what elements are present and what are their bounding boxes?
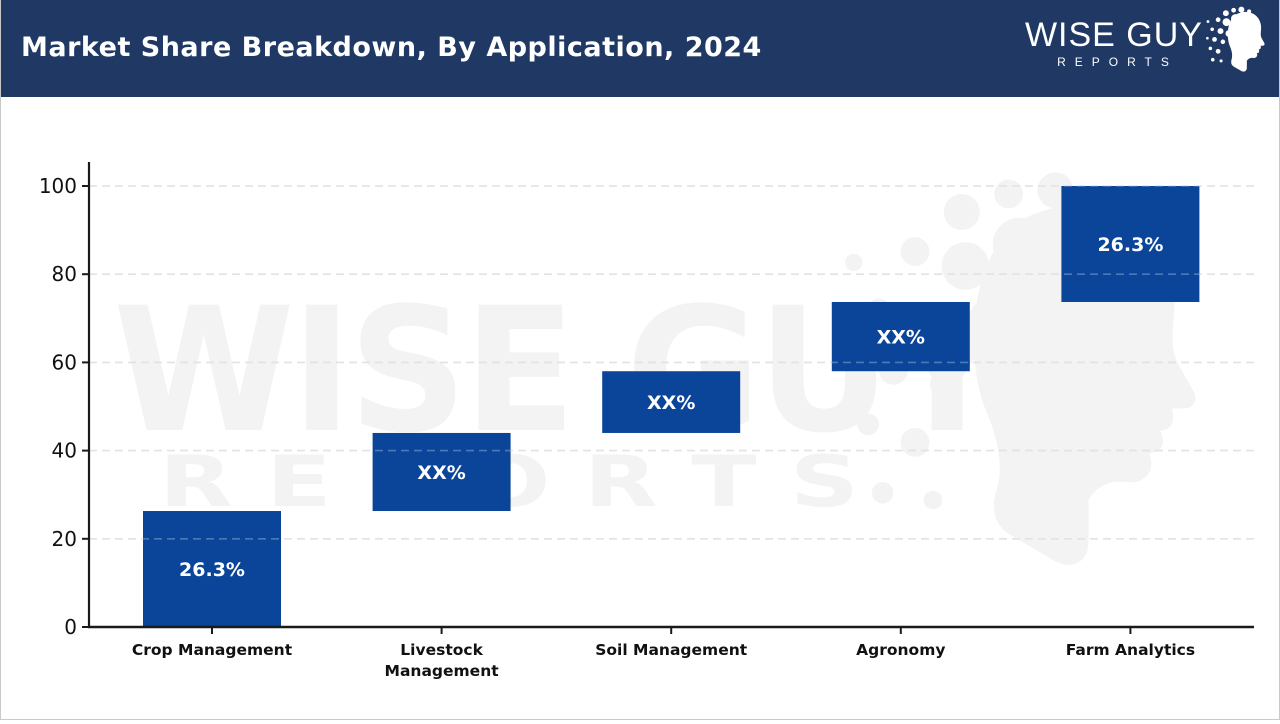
x-category-label-livestock-management: Management	[385, 662, 500, 680]
y-tick-label: 100	[39, 174, 77, 198]
brand-logo: WISE GUY REPORTS	[1025, 6, 1267, 80]
wiseguy-face-icon	[1206, 6, 1265, 72]
x-category-label-farm-analytics: Farm Analytics	[1066, 641, 1195, 659]
waterfall-chart: WISE GUY R E P O R T S 26.3%XX%XX%XX%26.…	[39, 162, 1254, 680]
bar-label-soil-management: XX%	[647, 392, 695, 414]
x-category-label-agronomy: Agronomy	[856, 641, 945, 659]
bar-agronomy	[831, 301, 970, 372]
x-category-label-crop-management: Crop Management	[132, 641, 293, 659]
chart-area: WISE GUY R E P O R T S 26.3%XX%XX%XX%26.…	[1, 97, 1280, 720]
y-tick-label: 0	[64, 615, 77, 639]
y-tick-label: 40	[52, 439, 77, 463]
bar-farm-analytics	[1061, 186, 1200, 302]
y-tick-label: 80	[52, 262, 77, 286]
bar-label-crop-management: 26.3%	[179, 559, 245, 581]
y-tick-label: 60	[52, 350, 77, 374]
logo-line1: WISE GUY	[1024, 16, 1203, 55]
bar-label-livestock-management: XX%	[417, 462, 465, 484]
y-tick-label: 20	[52, 527, 77, 551]
logo-line2: REPORTS	[1057, 54, 1178, 69]
bar-crop-management	[143, 511, 281, 627]
bar-livestock-management	[372, 432, 511, 512]
logo-wordmark: WISE GUY REPORTS	[1024, 16, 1203, 69]
plot-region: 26.3% XX% XX% XX% 26.3% 0 20 40 60 80 100 Crop Mana…	[39, 162, 1254, 680]
bar-soil-management	[602, 371, 741, 433]
bar-label-agronomy: XX%	[877, 327, 925, 349]
page-title: Market Share Breakdown, By Application, …	[21, 32, 762, 63]
x-category-label-soil-management: Soil Management	[595, 641, 748, 659]
header-bar: Market Share Breakdown, By Application, …	[1, 0, 1279, 97]
watermark: WISE GUY R E P O R T S	[113, 172, 1196, 565]
bar-label-farm-analytics: 26.3%	[1097, 234, 1163, 256]
x-category-label-livestock-management: Livestock	[400, 641, 483, 659]
